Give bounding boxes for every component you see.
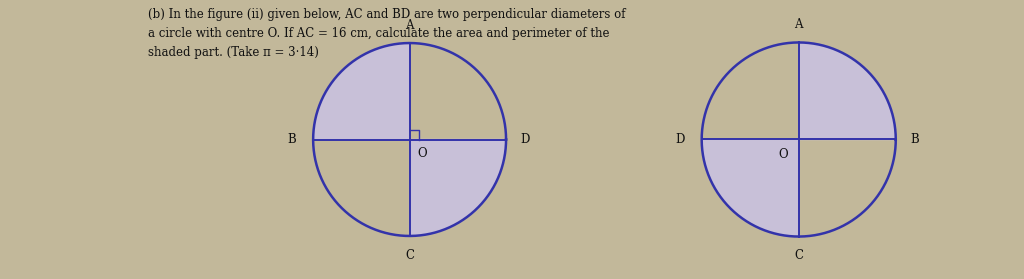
Polygon shape <box>799 42 896 140</box>
Polygon shape <box>701 140 799 237</box>
Text: (b) In the figure (ii) given below, AC and BD are two perpendicular diameters of: (b) In the figure (ii) given below, AC a… <box>148 8 626 59</box>
Text: B: B <box>910 133 920 146</box>
Text: O: O <box>418 148 427 160</box>
Text: C: C <box>406 249 414 262</box>
Text: A: A <box>406 19 414 32</box>
Text: B: B <box>288 133 296 146</box>
Polygon shape <box>313 43 410 140</box>
Text: D: D <box>676 133 685 146</box>
Text: A: A <box>795 18 803 32</box>
Text: O: O <box>778 148 788 160</box>
Polygon shape <box>410 140 506 236</box>
Text: C: C <box>795 249 803 263</box>
Text: D: D <box>520 133 530 146</box>
